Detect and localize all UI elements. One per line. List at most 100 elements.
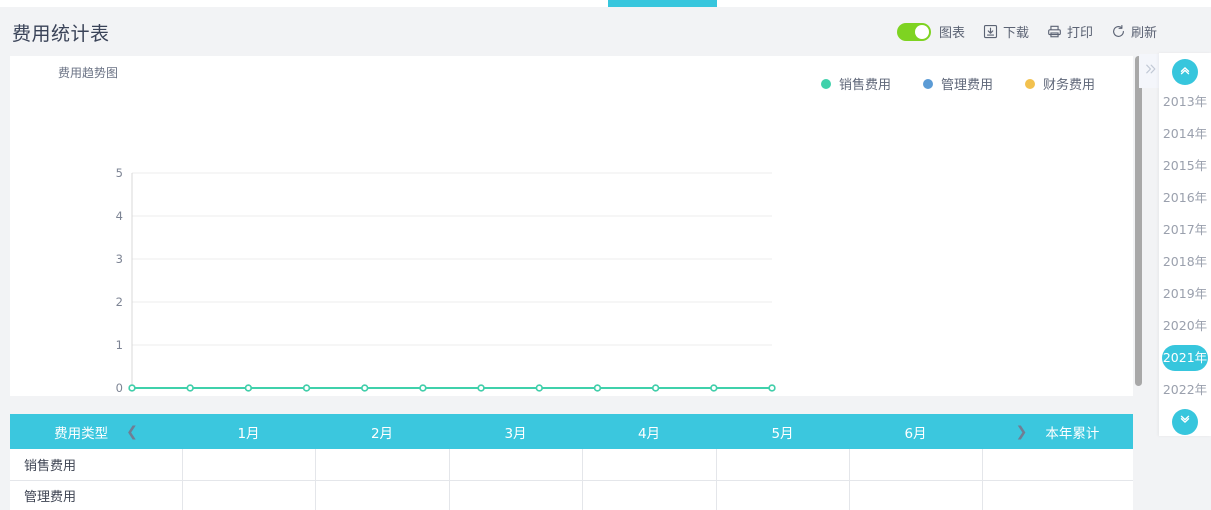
chart-legend: 销售费用 管理费用 财务费用 <box>820 74 1095 93</box>
series-point-marker[interactable] <box>535 384 543 392</box>
series-point-marker[interactable] <box>593 384 602 392</box>
legend-label: 销售费用 <box>838 78 891 93</box>
toggle-knob <box>914 24 929 39</box>
series-point-marker[interactable] <box>186 384 194 392</box>
chevron-double-right-icon <box>1144 62 1158 81</box>
refresh-label: 刷新 <box>1130 26 1157 41</box>
refresh-button[interactable]: 刷新 <box>1111 22 1157 41</box>
header-expense-type: 费用类型 ❮ <box>10 414 182 449</box>
series-point-marker[interactable] <box>361 384 369 392</box>
cell-value[interactable] <box>582 449 717 481</box>
x-axis-tick-label: 12月 <box>759 395 785 396</box>
legend-dot-icon <box>922 78 933 89</box>
chevron-down-icon <box>1178 413 1192 432</box>
cell-value[interactable] <box>849 480 983 510</box>
table-body: 销售费用 管理费用 <box>10 449 1133 510</box>
refresh-icon <box>1111 24 1126 39</box>
header-expense-type-label: 费用类型 <box>54 425 109 442</box>
year-item-2013[interactable]: 2013年 <box>1162 94 1208 109</box>
cell-value[interactable] <box>716 449 850 481</box>
legend-item-sales[interactable]: 销售费用 <box>820 74 891 93</box>
page-title: 费用统计表 <box>12 23 110 45</box>
top-tab-strip <box>0 0 1211 7</box>
series-point-marker[interactable] <box>244 384 252 392</box>
chart-title: 费用趋势图 <box>58 66 119 80</box>
table-row[interactable]: 销售费用 <box>10 449 1133 481</box>
x-axis-tick-label: 3月 <box>239 395 258 396</box>
series-point-marker[interactable] <box>477 384 485 392</box>
series-point-marker[interactable] <box>710 384 718 392</box>
chevron-left-icon[interactable]: ❮ <box>126 423 138 440</box>
y-axis-tick-label: 4 <box>116 209 123 223</box>
y-axis-tick-label: 0 <box>116 381 123 395</box>
year-item-2019[interactable]: 2019年 <box>1162 286 1208 301</box>
year-item-2015[interactable]: 2015年 <box>1162 158 1208 173</box>
y-axis-tick-label: 5 <box>116 166 123 180</box>
year-item-2014[interactable]: 2014年 <box>1162 126 1208 141</box>
x-axis-tick-label: 10月 <box>643 395 669 396</box>
chevron-up-icon <box>1178 63 1192 82</box>
series-point-marker[interactable] <box>419 384 427 392</box>
line-chart-plot[interactable]: 0 1 2 3 4 5 1月 2月 3月 4月 5月 6月 7月 8月 9月 10月 11月 12月 <box>10 56 1133 396</box>
header-month-4: 4月 <box>582 414 716 449</box>
cell-value[interactable] <box>449 449 583 481</box>
expense-table-container: 费用类型 ❮ 1月 2月 3月 4月 5月 6月 ❯ 本年累计 销售费用 管理费用 <box>10 414 1133 510</box>
cell-value[interactable] <box>315 480 450 510</box>
year-scroll-up-button[interactable] <box>1172 59 1198 85</box>
year-list: 2013年 2014年 2015年 2016年 2017年 2018年 2019年 2020年… <box>1162 89 1208 409</box>
year-item-2020[interactable]: 2020年 <box>1162 318 1208 333</box>
download-button[interactable]: 下载 <box>983 22 1029 41</box>
series-point-marker[interactable] <box>768 384 776 392</box>
legend-item-finance[interactable]: 财务费用 <box>1024 74 1095 93</box>
cell-value[interactable] <box>315 449 450 481</box>
download-label: 下载 <box>1002 26 1029 41</box>
year-selector-panel: 2013年 2014年 2015年 2016年 2017年 2018年 2019年 2020年… <box>1159 53 1211 436</box>
cell-value[interactable] <box>716 480 850 510</box>
legend-item-management[interactable]: 管理费用 <box>922 74 993 93</box>
download-icon <box>983 24 998 39</box>
cell-expense-type: 管理费用 <box>10 480 183 510</box>
year-item-2018[interactable]: 2018年 <box>1162 254 1208 269</box>
top-right-corner <box>1163 0 1191 7</box>
active-tab-indicator[interactable] <box>608 0 717 7</box>
series-point-marker[interactable] <box>128 384 136 392</box>
cell-value[interactable] <box>582 480 717 510</box>
page-header: 费用统计表 图表 下载 <box>0 7 1211 56</box>
cell-value[interactable] <box>182 449 316 481</box>
year-item-2021[interactable]: 2021年 <box>1162 345 1208 371</box>
chevron-right-icon[interactable]: ❯ <box>1015 423 1028 440</box>
y-axis-tick-label: 2 <box>116 295 123 309</box>
chart-toggle-group[interactable]: 图表 <box>896 22 965 41</box>
cell-value[interactable] <box>182 480 316 510</box>
chart-card: 费用趋势图 销售费用 管理费用 财务费用 0 1 2 3 4 5 1月 2月 3月 4月 5月 6月 7… <box>10 56 1133 396</box>
series-point-marker[interactable] <box>652 384 660 392</box>
year-scroll-down-button[interactable] <box>1172 409 1198 435</box>
header-year-total-label: 本年累计 <box>1045 425 1100 442</box>
print-button[interactable]: 打印 <box>1047 22 1093 41</box>
cell-expense-type: 销售费用 <box>10 449 183 481</box>
legend-dot-icon <box>1024 78 1035 89</box>
expense-table: 费用类型 ❮ 1月 2月 3月 4月 5月 6月 ❯ 本年累计 销售费用 管理费用 <box>10 414 1133 510</box>
x-axis-tick-label: 8月 <box>530 395 549 396</box>
cell-value[interactable] <box>449 480 583 510</box>
x-axis-tick-label: 5月 <box>355 395 374 396</box>
x-axis-tick-label: 1月 <box>123 395 142 396</box>
cell-value[interactable] <box>982 480 1133 510</box>
x-axis-tick-label: 4月 <box>297 395 316 396</box>
year-item-2022[interactable]: 2022年 <box>1162 382 1208 397</box>
y-axis-tick-label: 1 <box>116 338 123 352</box>
cell-value[interactable] <box>982 449 1133 481</box>
year-item-2016[interactable]: 2016年 <box>1162 190 1208 205</box>
x-axis-tick-label: 11月 <box>701 395 727 396</box>
x-axis-tick-label: 6月 <box>413 395 432 396</box>
table-row[interactable]: 管理费用 <box>10 480 1133 510</box>
legend-label: 管理费用 <box>940 78 993 93</box>
x-axis-tick-label: 2月 <box>181 395 200 396</box>
table-header-row: 费用类型 ❮ 1月 2月 3月 4月 5月 6月 ❯ 本年累计 <box>10 414 1133 449</box>
year-item-2017[interactable]: 2017年 <box>1162 222 1208 237</box>
series-point-marker[interactable] <box>302 384 311 392</box>
cell-value[interactable] <box>849 449 983 481</box>
vertical-scrollbar-thumb[interactable] <box>1135 56 1142 386</box>
chart-toggle-label: 图表 <box>938 26 965 41</box>
chart-toggle-switch[interactable] <box>896 22 931 41</box>
